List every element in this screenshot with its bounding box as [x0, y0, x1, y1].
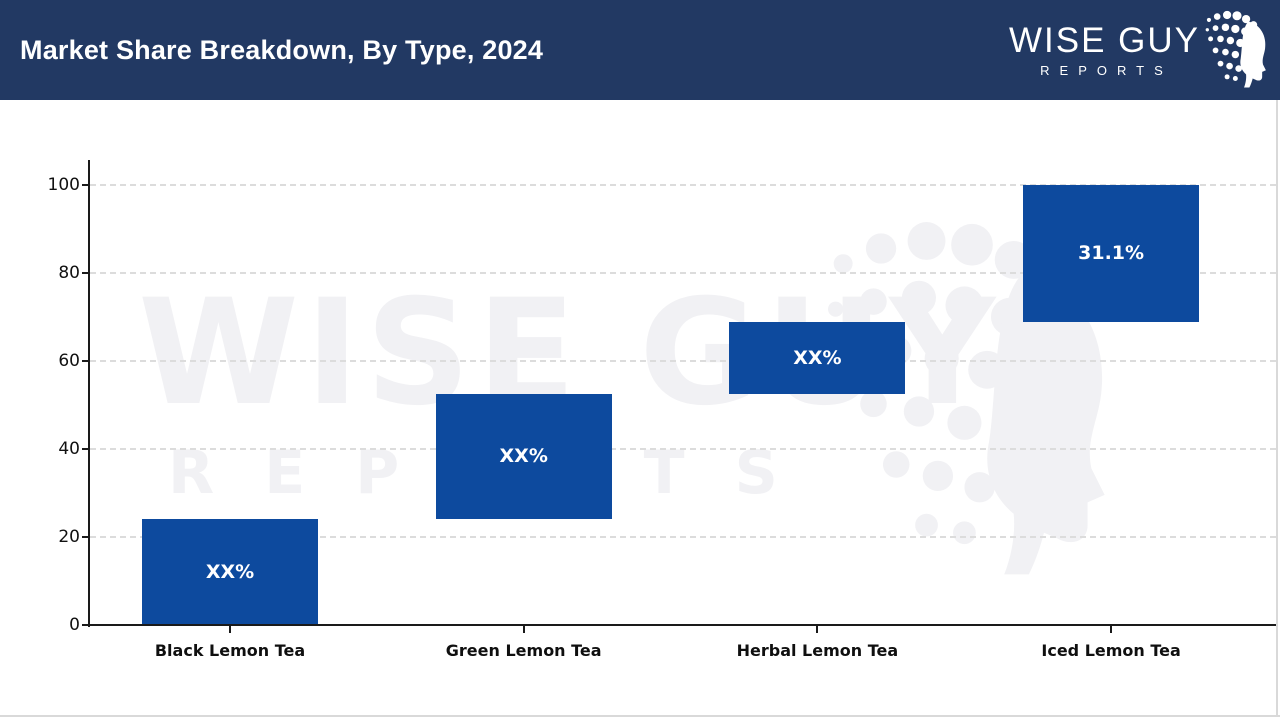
y-tick-label: 40	[58, 439, 80, 459]
x-tick-mark	[1110, 626, 1113, 633]
y-tick-label: 80	[58, 263, 80, 283]
bar-herbal-lemon-tea: XX%	[729, 321, 906, 395]
bar-green-lemon-tea: XX%	[435, 394, 612, 519]
gridline-y-60	[90, 360, 1276, 362]
y-tick-label: 0	[69, 615, 80, 635]
gridline-y-80	[90, 272, 1276, 274]
y-tick-mark	[82, 536, 89, 538]
x-tick-label: Herbal Lemon Tea	[736, 641, 899, 660]
chart-plot-area: 0 20 40 60 80 100 XX% Black Lemon Tea XX% Green L…	[0, 100, 1280, 720]
y-tick-label: 20	[58, 527, 80, 547]
y-tick-mark	[82, 624, 89, 626]
y-tick-mark	[82, 184, 89, 186]
wiseguy-logo-line2: REPORTS	[1040, 63, 1173, 78]
header-bar: Market Share Breakdown, By Type, 2024 WI…	[0, 0, 1280, 100]
y-tick-label: 100	[47, 175, 80, 195]
y-axis-line	[88, 160, 90, 627]
x-tick-mark	[522, 626, 525, 633]
x-tick-label: Black Lemon Tea	[154, 641, 306, 660]
x-axis-line	[88, 624, 1276, 626]
x-tick-mark	[229, 626, 231, 633]
wiseguy-head-icon	[1205, 10, 1266, 88]
bar-value-label: XX%	[205, 560, 255, 583]
x-tick-label: Green Lemon Tea	[445, 641, 602, 660]
wiseguy-logo-line1: WISE GUY	[1008, 21, 1200, 60]
right-border-line	[1276, 100, 1278, 717]
bar-value-label: XX%	[793, 347, 842, 370]
y-tick-label: 60	[58, 351, 80, 371]
gridline-y-100	[90, 184, 1276, 186]
bar-iced-lemon-tea: 31.1%	[1023, 185, 1200, 322]
bar-value-label: XX%	[499, 445, 548, 468]
x-tick-label: Iced Lemon Tea	[1041, 641, 1181, 660]
y-tick-mark	[82, 360, 89, 362]
y-tick-mark	[82, 448, 89, 450]
wiseguy-logo: WISE GUY REPORTS	[1009, 6, 1270, 94]
bar-value-label: 31.1%	[1078, 242, 1145, 265]
x-tick-mark	[816, 626, 819, 633]
gridline-y-40	[90, 448, 1276, 450]
y-tick-mark	[82, 272, 89, 274]
gridline-y-20	[90, 536, 1276, 538]
page-title: Market Share Breakdown, By Type, 2024	[20, 34, 544, 65]
bar-black-lemon-tea: XX%	[142, 518, 318, 625]
wiseguy-logo-text: WISE GUY REPORTS	[1008, 21, 1200, 79]
bottom-border-line	[0, 715, 1280, 717]
